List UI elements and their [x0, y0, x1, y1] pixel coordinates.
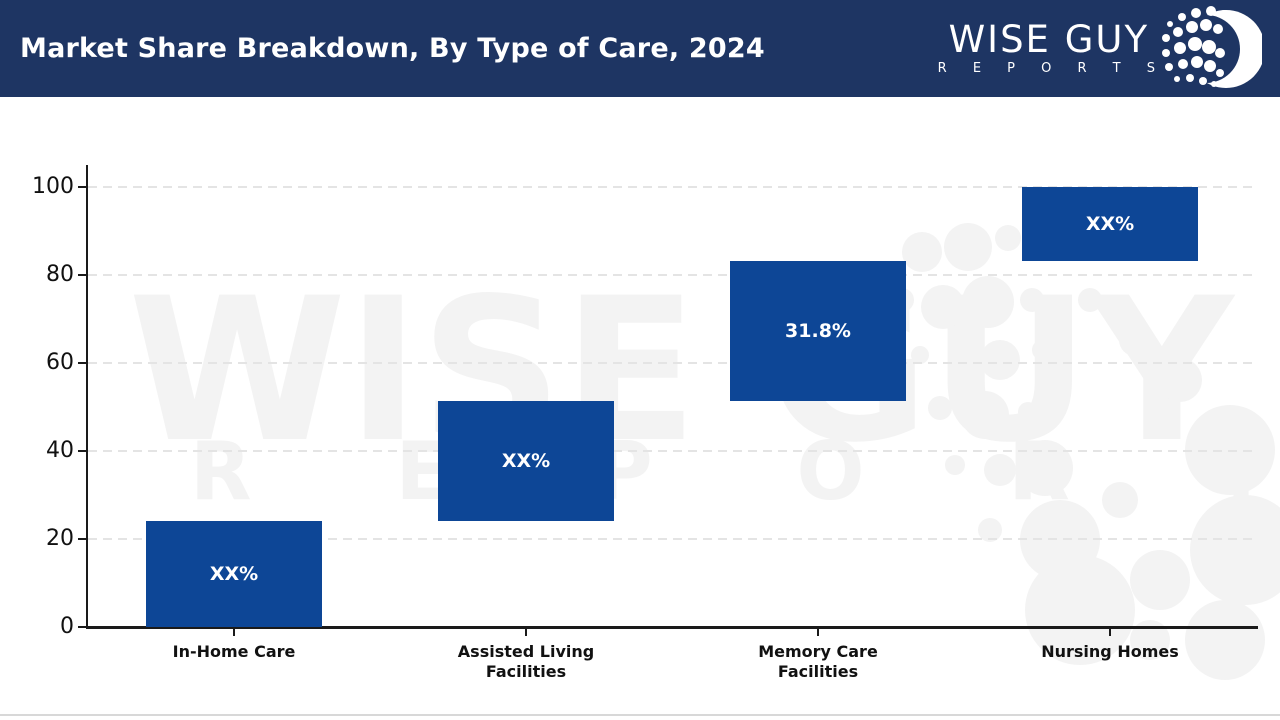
bar-value-label: XX% — [209, 563, 259, 586]
gridline-80 — [88, 274, 1256, 276]
category-label-line: Assisted Living — [457, 642, 595, 661]
x-tick — [233, 627, 235, 636]
category-label-line: In-Home Care — [172, 642, 296, 661]
category-label: In-Home Care — [84, 642, 384, 662]
gridline-100 — [88, 186, 1256, 188]
y-axis-spine — [86, 165, 88, 629]
y-tick-label: 20 — [46, 526, 74, 551]
y-tick-label: 80 — [46, 262, 74, 287]
bar-value-label: XX% — [1085, 212, 1135, 235]
gridline-20 — [88, 538, 1256, 540]
gridline-40 — [88, 450, 1256, 452]
y-tick-100 — [78, 186, 86, 188]
logo-text: WISE GUY R E P O R T S — [932, 18, 1166, 77]
wise-guy-reports-logo: WISE GUY R E P O R T S — [932, 4, 1262, 94]
y-tick-80 — [78, 274, 86, 276]
watermark-head-icon — [890, 223, 1280, 680]
category-label: Nursing Homes — [960, 642, 1260, 662]
x-axis-spine — [86, 626, 1258, 629]
category-label: Assisted Living Facilities — [376, 642, 676, 682]
y-tick-0 — [78, 626, 86, 628]
bottom-divider — [0, 714, 1280, 716]
bar-in-home-care: XX% — [146, 521, 322, 627]
category-label-line: Facilities — [485, 662, 567, 681]
bar-value-label: XX% — [501, 450, 551, 473]
x-tick — [817, 627, 819, 636]
plot-region: 0 20 40 60 80 100 In-Home Care XX% Assisted Livi… — [32, 165, 1258, 681]
bar-memory-care-facilities: 31.8% — [730, 260, 906, 401]
watermark-subtitle: R E P O R T S — [190, 425, 1280, 518]
bar-nursing-homes: XX% — [1022, 187, 1198, 261]
y-tick-label: 100 — [32, 174, 74, 199]
category-label: Memory Care Facilities — [668, 642, 968, 682]
bar-value-label: 31.8% — [785, 319, 851, 342]
bar-assisted-living-facilities: XX% — [438, 400, 614, 522]
y-tick-40 — [78, 450, 86, 452]
chart-title: Market Share Breakdown, By Type of Care,… — [20, 33, 765, 64]
y-tick-label: 40 — [46, 438, 74, 463]
logo-subtitle: R E P O R T S — [937, 61, 1166, 77]
category-label-line: Facilities — [777, 662, 859, 681]
logo-head-icon — [1162, 5, 1262, 88]
y-tick-60 — [78, 362, 86, 364]
category-label-line: Memory Care — [758, 642, 878, 661]
y-tick-20 — [78, 538, 86, 540]
gridline-60 — [88, 362, 1256, 364]
x-tick — [1109, 627, 1111, 636]
category-label-line: Nursing Homes — [1041, 642, 1179, 661]
logo-wordmark: WISE GUY — [948, 18, 1150, 62]
chart-area: WISE GUY R E P O R T S 020406080100In-Ho… — [0, 97, 1280, 720]
x-tick — [525, 627, 527, 636]
y-tick-label: 60 — [46, 350, 74, 375]
y-tick-label: 0 — [60, 614, 74, 639]
header: Market Share Breakdown, By Type of Care,… — [0, 0, 1280, 97]
